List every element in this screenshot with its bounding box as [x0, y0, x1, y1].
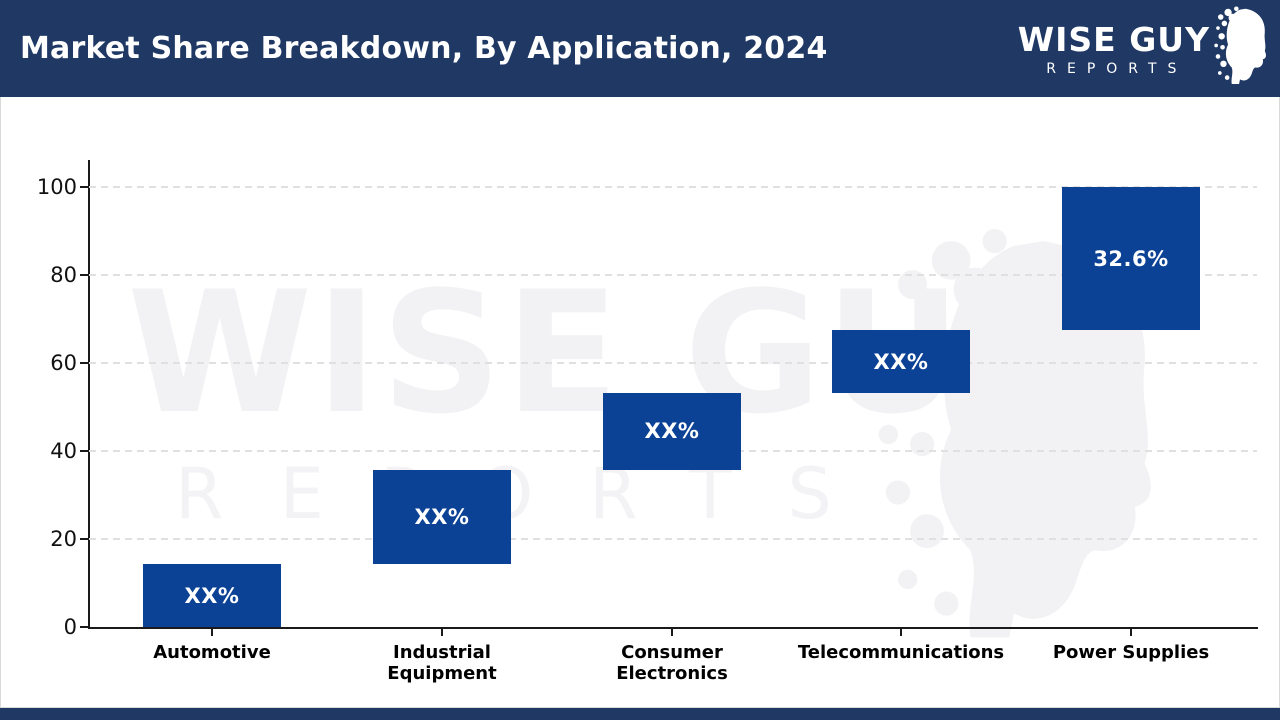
- y-tick-label-60: 60: [50, 351, 77, 375]
- y-tick-label-0: 0: [63, 615, 77, 639]
- bar-consumer-electronics: XX%: [603, 392, 741, 470]
- bar-telecommunications: XX%: [832, 330, 970, 393]
- plot: 0 20 40 60 80 100 XX% Automotive XX% Industrial Eq…: [1, 97, 1280, 708]
- bar-industrial-equipment: XX%: [373, 469, 511, 565]
- y-tick-20: [80, 538, 89, 540]
- y-tick-60: [80, 362, 89, 364]
- x-tick-automotive: [211, 628, 213, 636]
- bar-power-supplies: 32.6%: [1062, 187, 1200, 331]
- dotted-head-icon: [1214, 6, 1266, 84]
- bar-value-label-consumer-electronics: XX%: [644, 419, 700, 444]
- x-tick-telecommunications: [900, 628, 902, 636]
- chart-title: Market Share Breakdown, By Application, …: [20, 31, 828, 66]
- x-axis-line: [88, 627, 1258, 629]
- chart-area: WISE GUY REPORTS 0 20 40 60 80 100 XX% Automoti…: [0, 97, 1280, 708]
- y-tick-label-100: 100: [36, 175, 77, 199]
- y-tick-100: [80, 186, 89, 188]
- x-category-label-automotive: Automotive: [153, 642, 271, 663]
- y-tick-80: [80, 274, 89, 276]
- x-tick-consumer-electronics: [671, 628, 673, 636]
- gridline-100: [89, 186, 1257, 188]
- footer-bar: [0, 708, 1280, 720]
- gridline-20: [89, 538, 1257, 540]
- bar-value-label-telecommunications: XX%: [873, 349, 929, 374]
- bar-value-label-automotive: XX%: [184, 583, 240, 608]
- gridline-80: [89, 274, 1257, 276]
- y-axis-line: [88, 160, 90, 629]
- header-bar: Market Share Breakdown, By Application, …: [0, 0, 1280, 97]
- y-tick-0: [80, 626, 89, 628]
- x-category-label-consumer-electronics: Consumer Electronics: [616, 642, 728, 684]
- y-tick-label-40: 40: [50, 439, 77, 463]
- bar-automotive: XX%: [143, 564, 281, 627]
- x-category-label-industrial-equipment: Industrial Equipment: [387, 642, 497, 684]
- y-tick-label-80: 80: [50, 263, 77, 287]
- x-tick-power-supplies: [1130, 628, 1132, 636]
- logo-reports-text: REPORTS: [1046, 60, 1188, 77]
- logo-text: WISE GUY REPORTS: [1018, 23, 1210, 77]
- x-tick-industrial-equipment: [441, 628, 443, 636]
- y-tick-label-20: 20: [50, 527, 77, 551]
- bar-value-label-power-supplies: 32.6%: [1093, 246, 1169, 271]
- gridline-60: [89, 362, 1257, 364]
- x-category-label-telecommunications: Telecommunications: [797, 642, 1005, 663]
- y-tick-40: [80, 450, 89, 452]
- x-category-label-power-supplies: Power Supplies: [1052, 642, 1210, 663]
- bar-value-label-industrial-equipment: XX%: [414, 504, 470, 529]
- wiseguy-logo: WISE GUY REPORTS: [1018, 6, 1268, 84]
- logo-brand-text: WISE GUY: [1017, 20, 1210, 60]
